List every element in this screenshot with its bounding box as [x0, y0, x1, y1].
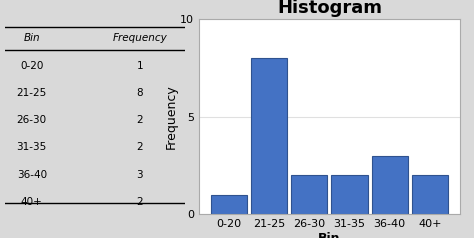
- Bar: [412, 175, 448, 214]
- Text: 36-40: 36-40: [17, 169, 47, 179]
- Text: 1: 1: [137, 61, 143, 71]
- Bar: [251, 58, 287, 214]
- Text: 21-25: 21-25: [17, 88, 47, 98]
- Text: 2: 2: [137, 197, 143, 207]
- Text: 8: 8: [137, 88, 143, 98]
- Text: 2: 2: [137, 115, 143, 125]
- Title: Histogram: Histogram: [277, 0, 382, 17]
- X-axis label: Bin: Bin: [318, 232, 341, 238]
- Bar: [331, 175, 368, 214]
- Text: 0-20: 0-20: [20, 61, 44, 71]
- Text: Bin: Bin: [23, 33, 40, 43]
- Text: 40+: 40+: [21, 197, 43, 207]
- Text: 31-35: 31-35: [17, 142, 47, 152]
- Bar: [291, 175, 328, 214]
- Bar: [211, 195, 247, 214]
- Text: 26-30: 26-30: [17, 115, 47, 125]
- Bar: [372, 156, 408, 214]
- Text: 2: 2: [137, 142, 143, 152]
- Y-axis label: Frequency: Frequency: [164, 84, 177, 149]
- Text: 3: 3: [137, 169, 143, 179]
- Text: Frequency: Frequency: [112, 33, 167, 43]
